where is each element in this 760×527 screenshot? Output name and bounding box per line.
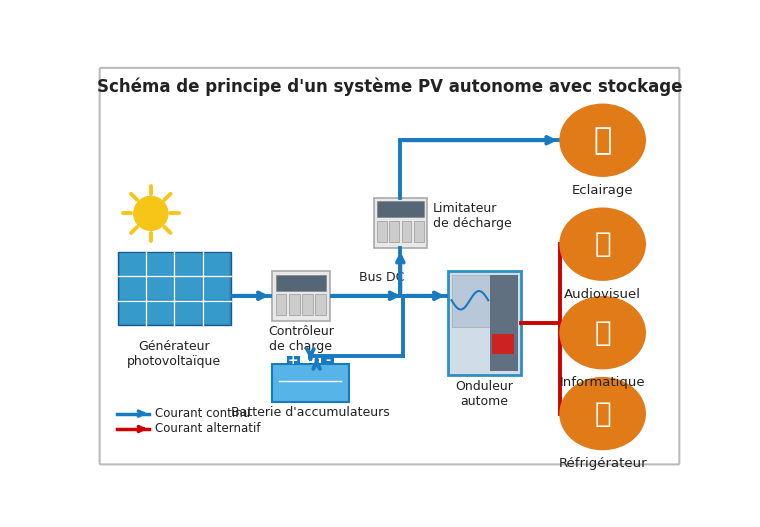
FancyBboxPatch shape bbox=[289, 294, 299, 315]
Text: Bus DC: Bus DC bbox=[359, 271, 404, 284]
FancyBboxPatch shape bbox=[377, 220, 387, 241]
Text: Courant alternatif: Courant alternatif bbox=[156, 423, 261, 435]
FancyBboxPatch shape bbox=[148, 278, 173, 299]
Ellipse shape bbox=[560, 377, 645, 450]
FancyBboxPatch shape bbox=[276, 275, 326, 291]
FancyBboxPatch shape bbox=[176, 253, 201, 275]
FancyBboxPatch shape bbox=[377, 201, 423, 217]
Text: -: - bbox=[325, 354, 330, 367]
FancyBboxPatch shape bbox=[272, 271, 330, 321]
FancyBboxPatch shape bbox=[315, 294, 326, 315]
Text: Schéma de principe d'un système PV autonome avec stockage: Schéma de principe d'un système PV auton… bbox=[97, 77, 682, 95]
FancyBboxPatch shape bbox=[272, 364, 349, 402]
FancyBboxPatch shape bbox=[374, 198, 426, 248]
FancyBboxPatch shape bbox=[120, 278, 145, 299]
Ellipse shape bbox=[560, 208, 645, 280]
FancyBboxPatch shape bbox=[120, 302, 145, 324]
FancyBboxPatch shape bbox=[321, 356, 334, 365]
FancyBboxPatch shape bbox=[204, 302, 229, 324]
Text: Informatique: Informatique bbox=[560, 376, 645, 389]
Text: 🧊: 🧊 bbox=[594, 399, 611, 427]
Text: Courant continu: Courant continu bbox=[156, 407, 251, 420]
FancyBboxPatch shape bbox=[389, 220, 399, 241]
FancyBboxPatch shape bbox=[119, 252, 230, 325]
FancyBboxPatch shape bbox=[100, 68, 679, 464]
FancyBboxPatch shape bbox=[287, 356, 299, 365]
FancyBboxPatch shape bbox=[276, 294, 287, 315]
FancyBboxPatch shape bbox=[120, 253, 145, 275]
FancyBboxPatch shape bbox=[448, 271, 521, 375]
Text: +: + bbox=[288, 354, 299, 367]
FancyBboxPatch shape bbox=[302, 294, 313, 315]
Text: Onduleur
autome: Onduleur autome bbox=[455, 380, 513, 408]
Ellipse shape bbox=[560, 104, 645, 176]
Text: 🖥: 🖥 bbox=[594, 319, 611, 347]
FancyBboxPatch shape bbox=[204, 278, 229, 299]
Circle shape bbox=[134, 197, 168, 230]
FancyBboxPatch shape bbox=[413, 220, 423, 241]
Ellipse shape bbox=[560, 297, 645, 369]
FancyBboxPatch shape bbox=[176, 278, 201, 299]
Text: Contrôleur
de charge: Contrôleur de charge bbox=[268, 325, 334, 353]
FancyBboxPatch shape bbox=[176, 302, 201, 324]
FancyBboxPatch shape bbox=[492, 334, 514, 354]
Text: Générateur
photovoltaïque: Générateur photovoltaïque bbox=[127, 340, 221, 368]
Text: Batterie d'accumulateurs: Batterie d'accumulateurs bbox=[231, 406, 390, 419]
FancyBboxPatch shape bbox=[148, 302, 173, 324]
FancyBboxPatch shape bbox=[204, 253, 229, 275]
FancyBboxPatch shape bbox=[401, 220, 411, 241]
FancyBboxPatch shape bbox=[451, 275, 489, 327]
FancyBboxPatch shape bbox=[490, 275, 518, 371]
Text: Eclairage: Eclairage bbox=[572, 184, 633, 197]
Text: 📺: 📺 bbox=[594, 230, 611, 258]
Text: Réfrigérateur: Réfrigérateur bbox=[559, 457, 647, 470]
Text: Limitateur
de décharge: Limitateur de décharge bbox=[433, 201, 511, 229]
Text: 💡: 💡 bbox=[594, 126, 612, 155]
FancyBboxPatch shape bbox=[148, 253, 173, 275]
Text: Audiovisuel: Audiovisuel bbox=[564, 288, 641, 301]
